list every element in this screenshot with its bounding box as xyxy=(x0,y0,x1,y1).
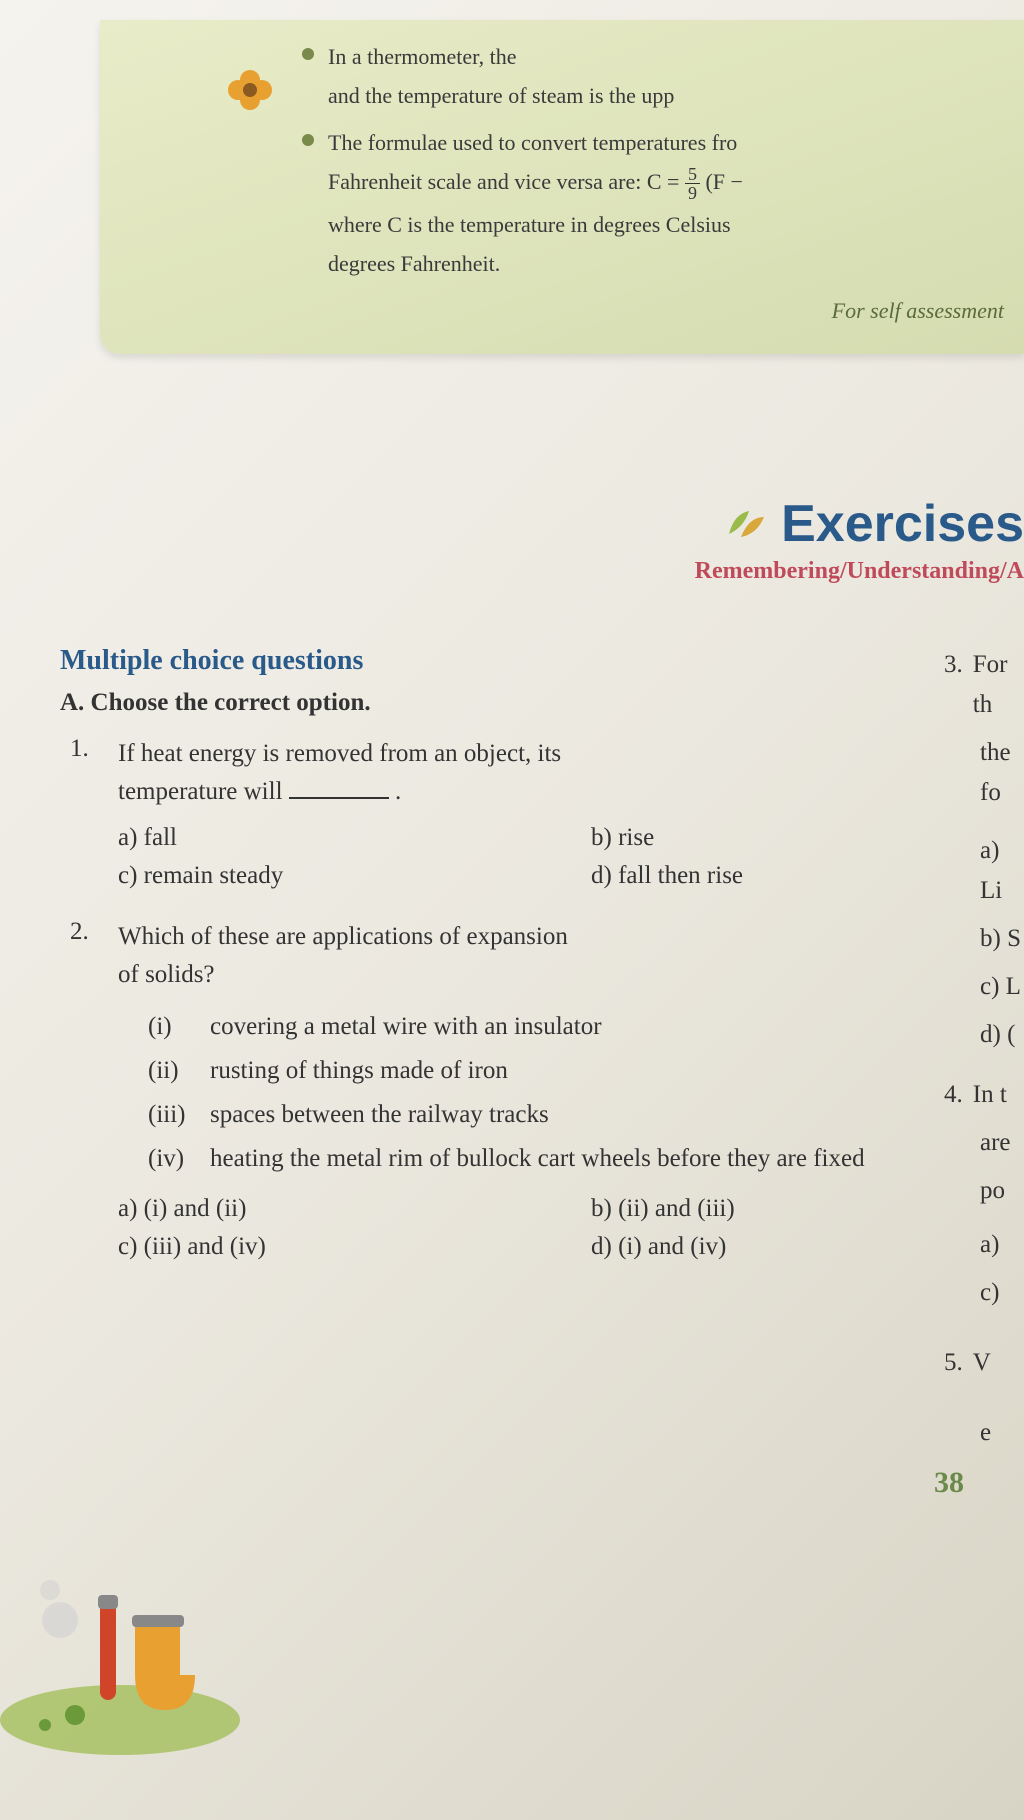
leaf-icon xyxy=(719,499,769,549)
mcq-sub-heading: A. Choose the correct option. xyxy=(60,689,1024,717)
q2-i-label: (i) xyxy=(148,1007,192,1047)
q1-period: . xyxy=(395,778,401,805)
q3-opt-b: b) S xyxy=(944,919,1024,959)
q1-text-b: temperature will xyxy=(118,778,283,805)
info-line-5: degrees Fahrenheit. xyxy=(328,247,743,280)
q4-opt-c: c) xyxy=(944,1273,1024,1313)
q1-opt-a: a) fall xyxy=(118,824,551,852)
flower-icon xyxy=(220,60,280,120)
q5-text-b: e xyxy=(944,1413,1024,1453)
q2-opt-c: c) (iii) and (iv) xyxy=(118,1233,551,1261)
formula-lhs: C = xyxy=(647,169,685,194)
bullet-icon xyxy=(300,46,316,62)
question-2: 2. Which of these are applications of ex… xyxy=(60,918,1024,1261)
info-line-2: The formulae used to convert temperature… xyxy=(328,126,743,159)
q2-iv-label: (iv) xyxy=(148,1139,192,1179)
q4-text-b: are xyxy=(944,1123,1024,1163)
exercises-subtitle: Remembering/Understanding/A xyxy=(60,558,1024,585)
q2-iv-text: heating the metal rim of bullock cart wh… xyxy=(210,1139,865,1179)
q3-text-a: For th xyxy=(973,645,1024,725)
q1-options: a) fall b) rise c) remain steady d) fall… xyxy=(118,824,1024,890)
q2-text: Which of these are applications of expan… xyxy=(118,918,1024,993)
q3-number: 3. xyxy=(944,645,963,725)
q4-text-a: In t xyxy=(973,1075,1007,1115)
exercises-header: Exercises Remembering/Understanding/A xyxy=(60,494,1024,585)
q2-options: a) (i) and (ii) b) (ii) and (iii) c) (ii… xyxy=(118,1195,1024,1261)
q5-number: 5. xyxy=(944,1343,963,1383)
fraction-numerator: 5 xyxy=(685,165,700,184)
self-assessment-label: For self assessment xyxy=(300,298,1004,324)
q2-text-a: Which of these are applications of expan… xyxy=(118,923,568,950)
q2-text-b: of solids? xyxy=(118,961,215,988)
question-1: 1. If heat energy is removed from an obj… xyxy=(60,735,1024,890)
q1-text-a: If heat energy is removed from an object… xyxy=(118,740,561,767)
exercises-title: Exercises xyxy=(781,494,1024,554)
q2-ii-text: rusting of things made of iron xyxy=(210,1051,508,1091)
q2-i-text: covering a metal wire with an insulator xyxy=(210,1007,602,1047)
q1-blank xyxy=(289,797,389,799)
lab-equipment-icon xyxy=(0,1480,280,1760)
q4-text-c: po xyxy=(944,1171,1024,1211)
right-cutoff-column: 3. For th the fo a) Li b) S c) L d) ( 4.… xyxy=(944,645,1024,1461)
info-line-4: where C is the temperature in degrees Ce… xyxy=(328,208,743,241)
q4-number: 4. xyxy=(944,1075,963,1115)
info-line-1b: and the temperature of steam is the upp xyxy=(328,79,674,112)
q2-opt-a: a) (i) and (ii) xyxy=(118,1195,551,1223)
q3-text-b: the fo xyxy=(944,733,1024,813)
info-line-3: Fahrenheit scale and vice versa are: C =… xyxy=(328,165,743,202)
info-line-1a: In a thermometer, the xyxy=(328,40,674,73)
fraction-denominator: 9 xyxy=(685,184,700,202)
q2-ii-label: (ii) xyxy=(148,1051,192,1091)
formula-fraction: 5 9 xyxy=(685,165,700,202)
q2-iii-label: (iii) xyxy=(148,1095,192,1135)
q5-text-a: V xyxy=(973,1343,991,1383)
q3-opt-d: d) ( xyxy=(944,1015,1024,1055)
content-area: 3. For th the fo a) Li b) S c) L d) ( 4.… xyxy=(60,645,1024,1261)
q4-opt-a: a) xyxy=(944,1225,1024,1265)
formula-prefix: Fahrenheit scale and vice versa are: xyxy=(328,169,647,194)
bullet-icon xyxy=(300,132,316,148)
q1-opt-c: c) remain steady xyxy=(118,862,551,890)
q3-opt-c: c) L xyxy=(944,967,1024,1007)
formula-rhs: (F − xyxy=(705,169,742,194)
q2-iii-text: spaces between the railway tracks xyxy=(210,1095,549,1135)
page-container: In a thermometer, the and the temperatur… xyxy=(0,0,1024,1820)
q3-opt-a: a) Li xyxy=(944,831,1024,911)
q2-sub-items: (i) covering a metal wire with an insula… xyxy=(118,1007,1024,1179)
q1-number: 1. xyxy=(70,735,100,890)
q1-text: If heat energy is removed from an object… xyxy=(118,735,1024,810)
info-box: In a thermometer, the and the temperatur… xyxy=(100,20,1024,354)
page-number: 38 xyxy=(934,1466,964,1500)
q2-number: 2. xyxy=(70,918,100,1261)
mcq-heading: Multiple choice questions xyxy=(60,645,1024,677)
